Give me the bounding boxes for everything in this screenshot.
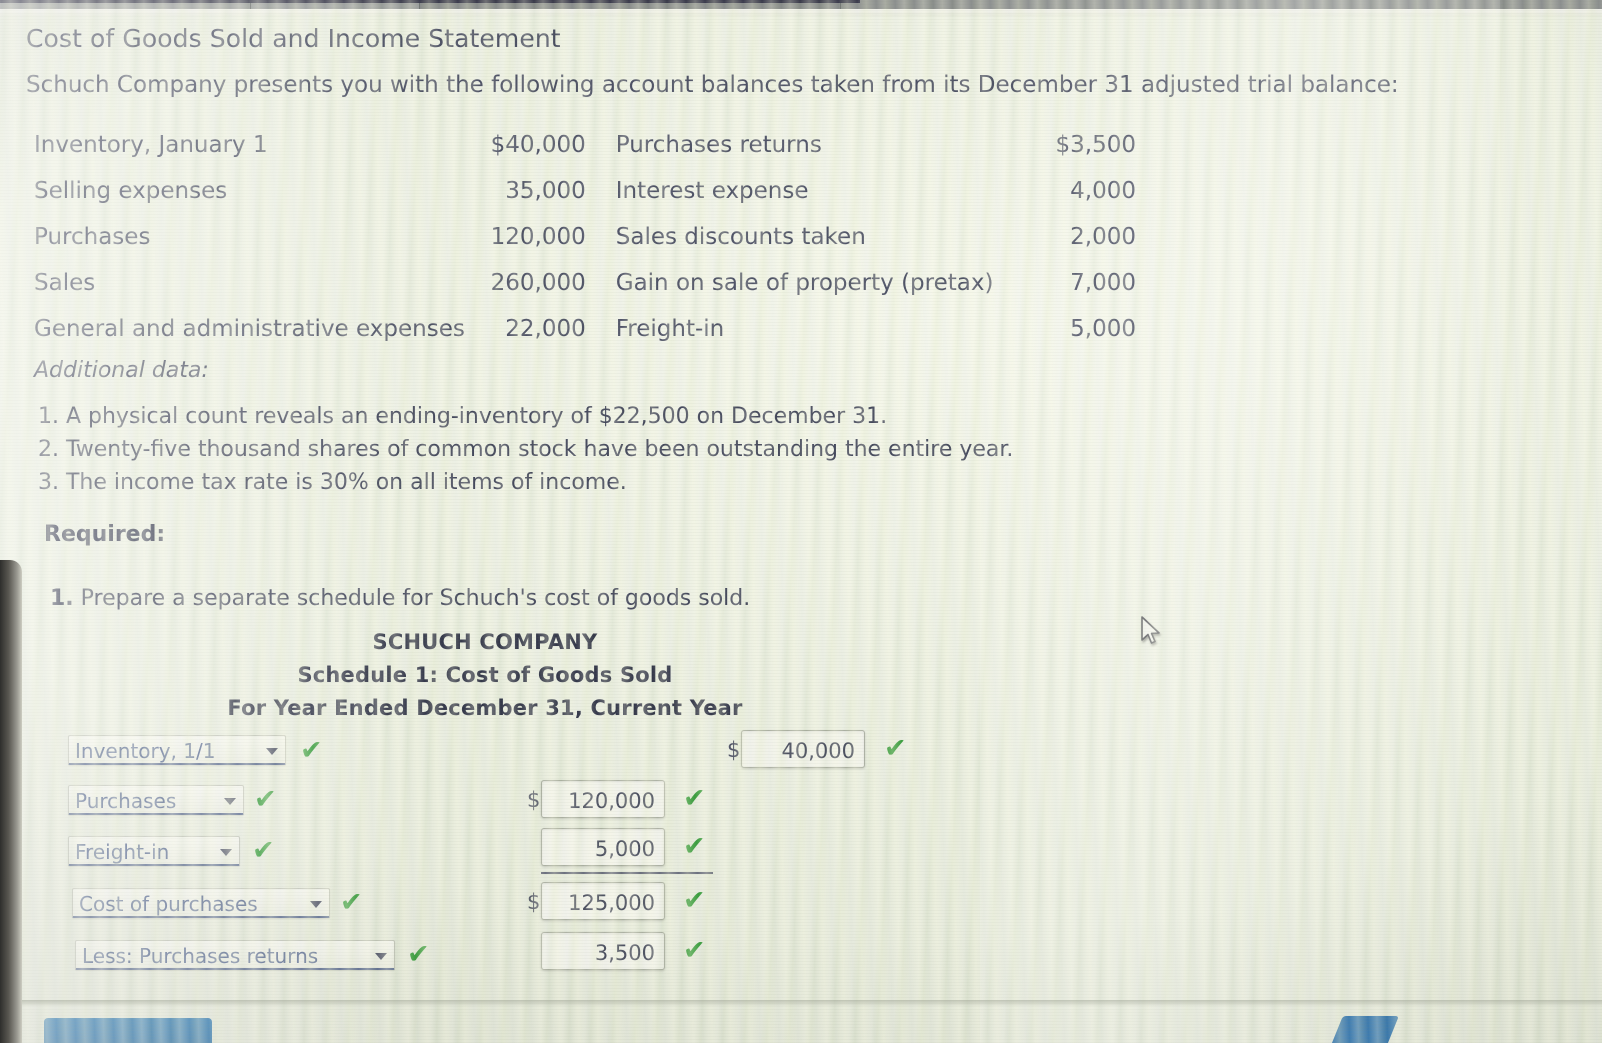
balance-amount-left: 120,000 xyxy=(490,224,586,250)
account-select[interactable]: Freight-in xyxy=(68,836,240,866)
additional-data-heading: Additional data: xyxy=(34,358,209,383)
balance-label-right: Sales discounts taken xyxy=(615,224,866,250)
account-select[interactable]: Cost of purchases xyxy=(72,888,330,918)
balance-label-left: General and administrative expenses xyxy=(34,316,465,342)
list-item: 3. The income tax rate is 30% on all ite… xyxy=(38,470,627,495)
row-freight-in-select[interactable]: Freight-in xyxy=(68,836,240,866)
balance-label-left: Sales xyxy=(34,270,96,296)
screen-bezel-bottom-strip xyxy=(22,1000,1602,1006)
submit-button[interactable] xyxy=(44,1018,212,1043)
browser-tab-2[interactable] xyxy=(251,0,420,9)
row-inventory-beginning-dollar-sign: $ xyxy=(727,738,741,762)
chevron-down-icon xyxy=(220,849,232,856)
balance-amount-left: 35,000 xyxy=(505,178,586,204)
row-less-purchases-returns-select-check-icon: ✔ xyxy=(407,939,430,970)
balance-label-left: Inventory, January 1 xyxy=(34,132,268,158)
select-value: Cost of purchases xyxy=(79,892,258,916)
question-intro: Schuch Company presents you with the fol… xyxy=(26,72,1399,98)
account-select[interactable]: Purchases xyxy=(68,785,244,815)
account-select[interactable]: Inventory, 1/1 xyxy=(68,735,286,765)
row-cost-of-purchases-select-check-icon: ✔ xyxy=(340,887,363,918)
chevron-down-icon xyxy=(310,901,322,908)
browser-tab-strip[interactable] xyxy=(0,0,1602,9)
additional-notes-list: 1. A physical count reveals an ending-in… xyxy=(38,400,1013,499)
page-title: Cost of Goods Sold and Income Statement xyxy=(26,24,561,53)
required-item-text: Prepare a separate schedule for Schuch's… xyxy=(80,586,751,611)
row-cost-of-purchases-dollar-sign: $ xyxy=(527,890,541,914)
balance-amount-right: 4,000 xyxy=(1070,178,1136,204)
select-value: Inventory, 1/1 xyxy=(75,739,216,763)
mouse-cursor-icon xyxy=(1141,616,1160,644)
balance-amount-left: 22,000 xyxy=(505,316,586,342)
row-cost-of-purchases-amount-check-icon: ✔ xyxy=(683,885,706,916)
row-less-purchases-returns-amount-check-icon: ✔ xyxy=(683,935,706,966)
balance-amount-left: $40,000 xyxy=(490,132,586,158)
row-freight-in-amount-input[interactable]: 5,000 xyxy=(541,828,665,866)
table-row: Purchases 120,000 Sales discounts taken … xyxy=(26,214,1136,260)
select-value: Purchases xyxy=(75,789,177,813)
required-heading: Required: xyxy=(44,522,166,547)
account-balances-table: Inventory, January 1 $40,000 Purchases r… xyxy=(26,122,1136,352)
chevron-down-icon xyxy=(375,953,387,960)
list-item: 1. A physical count reveals an ending-in… xyxy=(38,404,888,429)
row-purchases-amount-check-icon: ✔ xyxy=(683,783,706,814)
required-item: 1. Prepare a separate schedule for Schuc… xyxy=(50,586,750,611)
account-select[interactable]: Less: Purchases returns xyxy=(75,940,395,970)
balance-label-right: Freight-in xyxy=(615,316,725,342)
table-row: General and administrative expenses 22,0… xyxy=(26,306,1136,352)
table-row: Inventory, January 1 $40,000 Purchases r… xyxy=(26,122,1136,168)
subtotal-rule xyxy=(541,872,713,874)
row-inventory-beginning-amount-input[interactable]: 40,000 xyxy=(741,730,865,768)
row-cost-of-purchases-select[interactable]: Cost of purchases xyxy=(72,888,330,918)
chrome-glare xyxy=(0,9,1602,16)
row-freight-in-select-check-icon: ✔ xyxy=(252,835,275,866)
schedule-title: Schedule 1: Cost of Goods Sold xyxy=(297,663,673,687)
schedule-top-rule xyxy=(0,0,860,3)
row-inventory-beginning-amount-check-icon: ✔ xyxy=(884,733,907,764)
select-value: Freight-in xyxy=(75,840,170,864)
list-item: 2. Twenty-five thousand shares of common… xyxy=(38,437,1014,462)
row-purchases-select[interactable]: Purchases xyxy=(68,785,244,815)
schedule-period: For Year Ended December 31, Current Year xyxy=(227,696,743,720)
row-less-purchases-returns-amount-input[interactable]: 3,500 xyxy=(541,932,665,970)
browser-tab-3[interactable] xyxy=(420,0,841,9)
account-balances-body: Inventory, January 1 $40,000 Purchases r… xyxy=(26,122,1136,352)
balance-amount-right: $3,500 xyxy=(1055,132,1136,158)
balance-amount-right: 7,000 xyxy=(1070,270,1136,296)
table-row: Sales 260,000 Gain on sale of property (… xyxy=(26,260,1136,306)
balance-label-right: Purchases returns xyxy=(615,132,822,158)
balance-label-right: Interest expense xyxy=(615,178,809,204)
balance-label-right: Gain on sale of property (pretax) xyxy=(615,270,994,296)
schedule-heading: SCHUCH COMPANY Schedule 1: Cost of Goods… xyxy=(55,626,915,725)
row-purchases-select-check-icon: ✔ xyxy=(254,784,277,815)
row-less-purchases-returns-select[interactable]: Less: Purchases returns xyxy=(75,940,395,970)
row-inventory-beginning-select-check-icon: ✔ xyxy=(300,735,323,766)
balance-amount-right: 2,000 xyxy=(1070,224,1136,250)
schedule-company: SCHUCH COMPANY xyxy=(372,630,598,654)
row-inventory-beginning-select[interactable]: Inventory, 1/1 xyxy=(68,735,286,765)
balance-amount-right: 5,000 xyxy=(1070,316,1136,342)
row-purchases-dollar-sign: $ xyxy=(527,788,541,812)
balance-label-left: Purchases xyxy=(34,224,151,250)
balance-label-left: Selling expenses xyxy=(34,178,228,204)
row-cost-of-purchases-amount-input[interactable]: 125,000 xyxy=(541,882,665,920)
required-item-number: 1. xyxy=(50,586,74,611)
chevron-down-icon xyxy=(266,748,278,755)
table-row: Selling expenses 35,000 Interest expense… xyxy=(26,168,1136,214)
balance-amount-left: 260,000 xyxy=(490,270,586,296)
browser-tab-1[interactable] xyxy=(0,0,251,9)
screen-bezel-left xyxy=(0,560,22,1043)
chevron-down-icon xyxy=(224,798,236,805)
select-value: Less: Purchases returns xyxy=(82,944,319,968)
row-purchases-amount-input[interactable]: 120,000 xyxy=(541,780,665,818)
row-freight-in-amount-check-icon: ✔ xyxy=(683,831,706,862)
